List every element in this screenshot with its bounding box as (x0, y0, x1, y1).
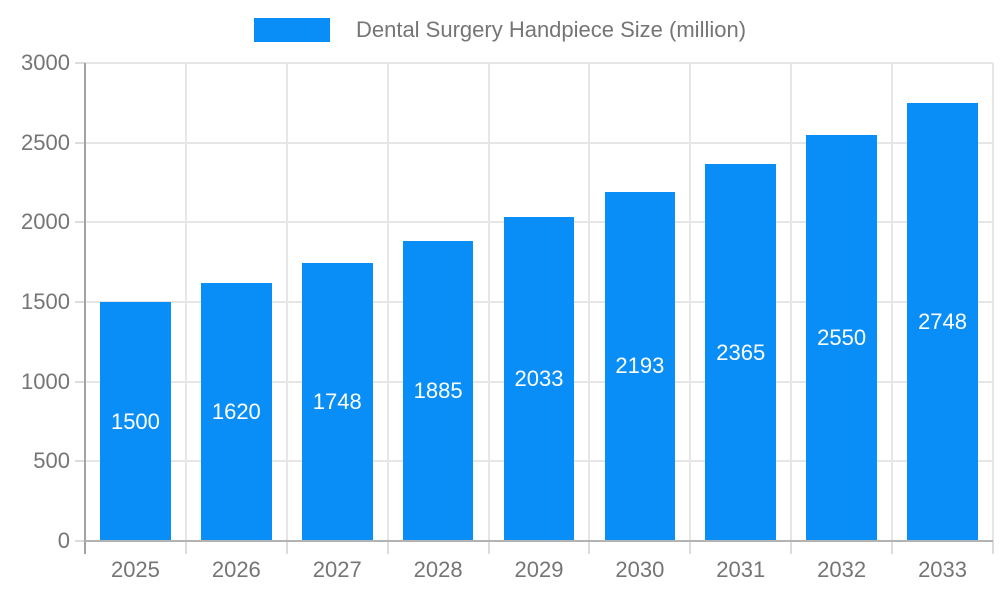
x-tick-label: 2027 (312, 557, 362, 582)
gridline-h (85, 141, 993, 144)
x-tick-label: 2030 (615, 557, 665, 582)
gridline-v (992, 63, 994, 541)
gridline-h (85, 62, 993, 64)
bar-2033[interactable]: 2748 (907, 103, 978, 541)
x-tick-label: 2026 (211, 557, 261, 582)
gridline-v (487, 63, 490, 541)
x-tick-label: 2029 (514, 557, 564, 582)
legend-label: Dental Surgery Handpiece Size (million) (355, 17, 747, 42)
bar-value-label: 2365 (716, 339, 766, 365)
gridline-v (386, 63, 389, 541)
x-tick-label: 2025 (110, 557, 160, 582)
y-tick-mark (75, 221, 85, 224)
y-tick-mark (75, 540, 85, 542)
bar-value-label: 1500 (110, 408, 160, 434)
bar-value-label: 2033 (514, 366, 564, 392)
y-tick-label: 1500 (21, 289, 70, 314)
bar-2030[interactable]: 2193 (604, 191, 676, 541)
x-tick-mark (487, 541, 490, 554)
bar-2029[interactable]: 2033 (503, 217, 575, 541)
x-tick-mark (992, 541, 994, 554)
plot-area: 1500 1620 1748 1885 2033 2193 2365 2550 2748 (75, 62, 994, 554)
x-axis-labels: 2025 2026 2027 2028 2029 2030 2031 2032 2033 (85, 557, 993, 589)
y-axis-line (84, 63, 86, 554)
y-axis-labels: 3000 2500 2000 1500 1000 500 0 (0, 50, 70, 553)
gridline-v (891, 63, 894, 541)
legend-swatch (253, 18, 330, 42)
bar-value-label: 2550 (817, 324, 867, 350)
x-tick-mark (184, 541, 187, 554)
y-tick-label: 3000 (21, 50, 70, 75)
bar-value-label: 1748 (312, 388, 362, 414)
gridline-v (588, 63, 591, 541)
y-tick-label: 1000 (21, 368, 70, 394)
x-tick-mark (285, 541, 288, 554)
gridline-v (285, 63, 288, 541)
y-tick-mark (75, 141, 85, 144)
bar-2025[interactable]: 1500 (100, 302, 171, 541)
y-tick-label: 2000 (21, 209, 70, 235)
x-tick-label: 2028 (413, 557, 463, 582)
x-tick-mark (386, 541, 389, 554)
y-tick-label: 2500 (21, 129, 70, 155)
x-tick-label: 2032 (817, 557, 867, 582)
bar-value-label: 1885 (413, 377, 463, 403)
legend[interactable]: Dental Surgery Handpiece Size (million) (0, 17, 1000, 43)
y-tick-mark (75, 460, 85, 463)
gridline-v (689, 63, 692, 541)
bar-2027[interactable]: 1748 (301, 262, 373, 541)
x-tick-mark (790, 541, 793, 554)
y-tick-label: 500 (33, 448, 70, 474)
x-axis-line (85, 540, 993, 542)
bar-2028[interactable]: 1885 (402, 240, 474, 541)
y-tick-mark (75, 62, 85, 64)
gridline-v (184, 63, 187, 541)
x-tick-label: 2033 (918, 557, 968, 582)
x-tick-label: 2031 (716, 557, 766, 582)
x-tick-mark (689, 541, 692, 554)
bar-value-label: 1620 (211, 398, 261, 424)
bar-value-label: 2748 (918, 309, 968, 335)
gridline-v (790, 63, 793, 541)
y-tick-mark (75, 380, 85, 383)
x-tick-mark (588, 541, 591, 554)
bar-2026[interactable]: 1620 (201, 282, 272, 541)
bar-2032[interactable]: 2550 (806, 134, 877, 541)
y-tick-mark (75, 301, 85, 303)
y-tick-label: 0 (57, 528, 70, 553)
bar-2031[interactable]: 2365 (705, 164, 777, 541)
x-tick-mark (891, 541, 894, 554)
bar-value-label: 2193 (615, 353, 665, 379)
